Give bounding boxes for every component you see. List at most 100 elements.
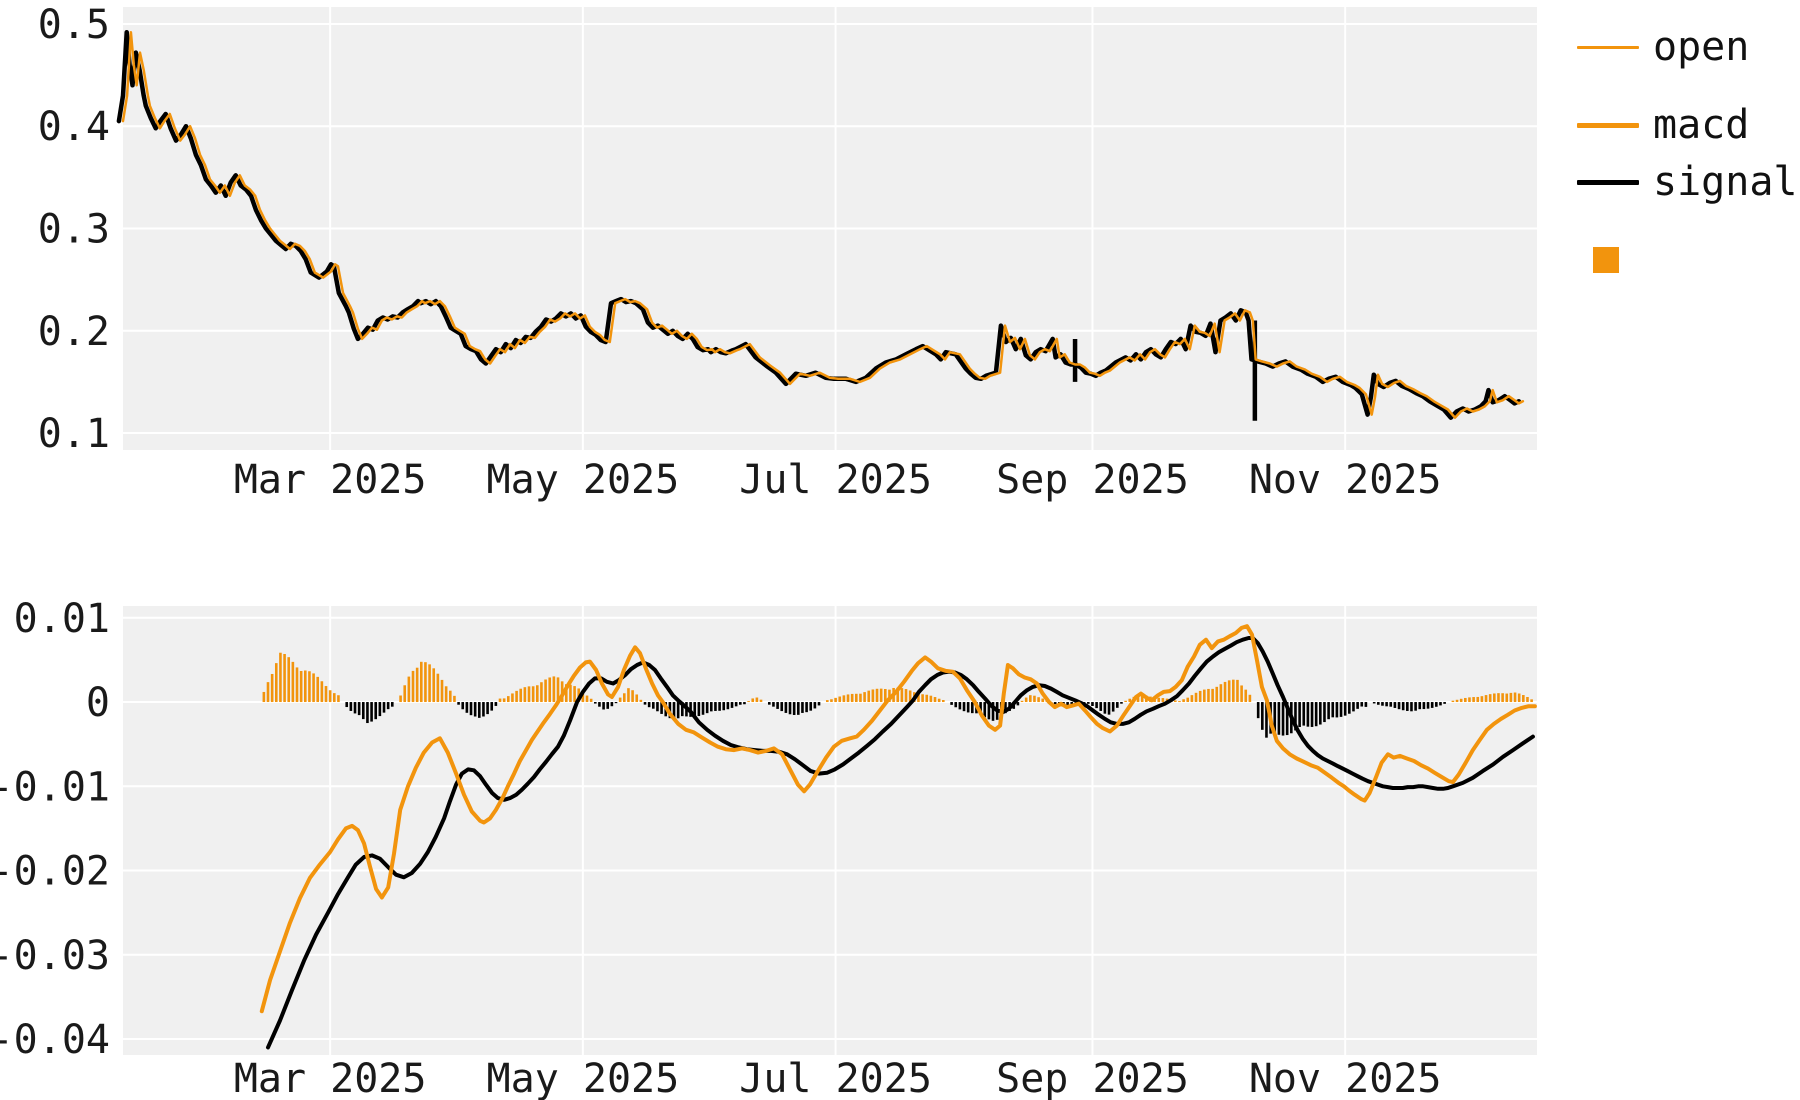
histogram-bar bbox=[826, 700, 829, 703]
histogram-bar bbox=[386, 702, 390, 710]
histogram-bar bbox=[1455, 699, 1459, 703]
histogram-bar bbox=[1256, 702, 1260, 719]
histogram-bar bbox=[378, 702, 382, 717]
histogram-bar bbox=[324, 686, 328, 703]
histogram-bar bbox=[1091, 702, 1094, 706]
histogram-bar bbox=[1298, 702, 1301, 728]
histogram-bar bbox=[759, 699, 763, 703]
histogram-bar bbox=[374, 702, 378, 720]
histogram-bar bbox=[1381, 702, 1384, 706]
histogram-bar bbox=[614, 702, 618, 704]
histogram-bar bbox=[1319, 702, 1322, 725]
histogram-bar bbox=[631, 690, 634, 703]
histogram-bar bbox=[1281, 702, 1285, 736]
xtick-label-macd: Nov 2025 bbox=[1249, 1056, 1442, 1100]
histogram-bar bbox=[1244, 689, 1248, 703]
xtick-label-price: Mar 2025 bbox=[234, 457, 427, 503]
histogram-bar bbox=[1414, 702, 1417, 711]
signal-line-swatch bbox=[1577, 179, 1639, 185]
histogram-bar bbox=[879, 688, 883, 703]
histogram-bar bbox=[428, 664, 431, 703]
histogram-bar bbox=[357, 702, 361, 716]
histogram-bar bbox=[730, 702, 734, 708]
histogram-bar bbox=[842, 695, 846, 703]
histogram-bar bbox=[925, 694, 929, 703]
histogram-bar bbox=[502, 698, 506, 703]
histogram-bar bbox=[1140, 694, 1144, 703]
histogram-bar bbox=[643, 702, 647, 705]
histogram-bar bbox=[1302, 702, 1306, 726]
histogram-bar bbox=[337, 695, 340, 703]
histogram-bar bbox=[817, 702, 821, 706]
histogram-bar bbox=[1190, 695, 1194, 703]
histogram-bar bbox=[1530, 699, 1533, 703]
histogram-bar bbox=[465, 702, 469, 713]
histogram-bar bbox=[1024, 697, 1028, 703]
histogram-bar bbox=[714, 702, 717, 711]
histogram-bar bbox=[710, 702, 713, 712]
histogram-bar bbox=[929, 695, 933, 703]
histogram-bar bbox=[569, 684, 572, 703]
histogram-bar bbox=[954, 702, 958, 708]
histogram-bar bbox=[287, 657, 291, 703]
histogram-bar bbox=[519, 688, 523, 703]
histogram-bar bbox=[390, 702, 394, 707]
histogram-bar bbox=[585, 695, 589, 703]
histogram-bar bbox=[1087, 702, 1090, 704]
xtick-label-macd: May 2025 bbox=[487, 1056, 680, 1100]
histogram-bar bbox=[1468, 697, 1471, 703]
histogram-bar bbox=[950, 702, 953, 705]
xtick-label-macd: Sep 2025 bbox=[996, 1056, 1189, 1100]
histogram-bar bbox=[718, 702, 721, 711]
histogram-bar bbox=[1426, 702, 1430, 709]
histogram-bar bbox=[469, 702, 473, 716]
histogram-bar bbox=[933, 697, 937, 703]
histogram-bar bbox=[1306, 702, 1310, 727]
histogram-bar bbox=[552, 676, 556, 703]
histogram-bar bbox=[1439, 702, 1442, 706]
histogram-bar bbox=[1372, 702, 1376, 704]
histogram-bar bbox=[647, 702, 651, 708]
histogram-bar bbox=[681, 702, 684, 717]
histogram-bar bbox=[1182, 699, 1185, 703]
histogram-bar bbox=[1509, 692, 1513, 703]
ytick-label-price: 0.1 bbox=[38, 411, 110, 457]
histogram-bar bbox=[589, 698, 593, 703]
histogram-bar bbox=[1120, 702, 1123, 704]
histogram-bar bbox=[407, 676, 411, 703]
histogram-bar bbox=[1397, 702, 1401, 710]
histogram-bar bbox=[283, 653, 286, 703]
histogram-bar bbox=[1464, 697, 1467, 703]
histogram-bar bbox=[1232, 679, 1235, 703]
histogram-bar bbox=[937, 698, 941, 703]
histogram-bar bbox=[656, 702, 659, 712]
histogram-bar bbox=[962, 702, 966, 712]
histogram-bar bbox=[635, 694, 639, 703]
histogram-bar bbox=[1194, 692, 1198, 703]
histogram-bar bbox=[419, 661, 423, 703]
histogram-bar bbox=[1211, 688, 1214, 703]
histogram-bar bbox=[1116, 702, 1119, 708]
histogram-bar bbox=[270, 673, 274, 703]
histogram-bar bbox=[262, 691, 266, 703]
histogram-bar bbox=[1352, 702, 1355, 712]
histogram-bar bbox=[444, 686, 448, 703]
histogram-bar bbox=[274, 663, 278, 703]
histogram-bar bbox=[448, 690, 452, 703]
histogram-bar bbox=[1207, 688, 1210, 703]
histogram-bar bbox=[1203, 689, 1206, 703]
histogram-bar bbox=[411, 670, 415, 703]
histogram-bar bbox=[349, 702, 353, 711]
histogram-bar bbox=[1331, 702, 1335, 718]
histogram-bar bbox=[1410, 702, 1413, 712]
open-line bbox=[121, 30, 1525, 419]
histogram-bar bbox=[1277, 702, 1281, 735]
histogram-bar bbox=[722, 702, 726, 711]
histogram-bar bbox=[1066, 702, 1069, 707]
histogram-bar bbox=[506, 696, 510, 703]
ytick-label-price: 0.3 bbox=[38, 207, 110, 253]
histogram-bar bbox=[486, 702, 489, 715]
histogram-bar bbox=[1095, 702, 1098, 709]
histogram-bar bbox=[1128, 698, 1132, 703]
